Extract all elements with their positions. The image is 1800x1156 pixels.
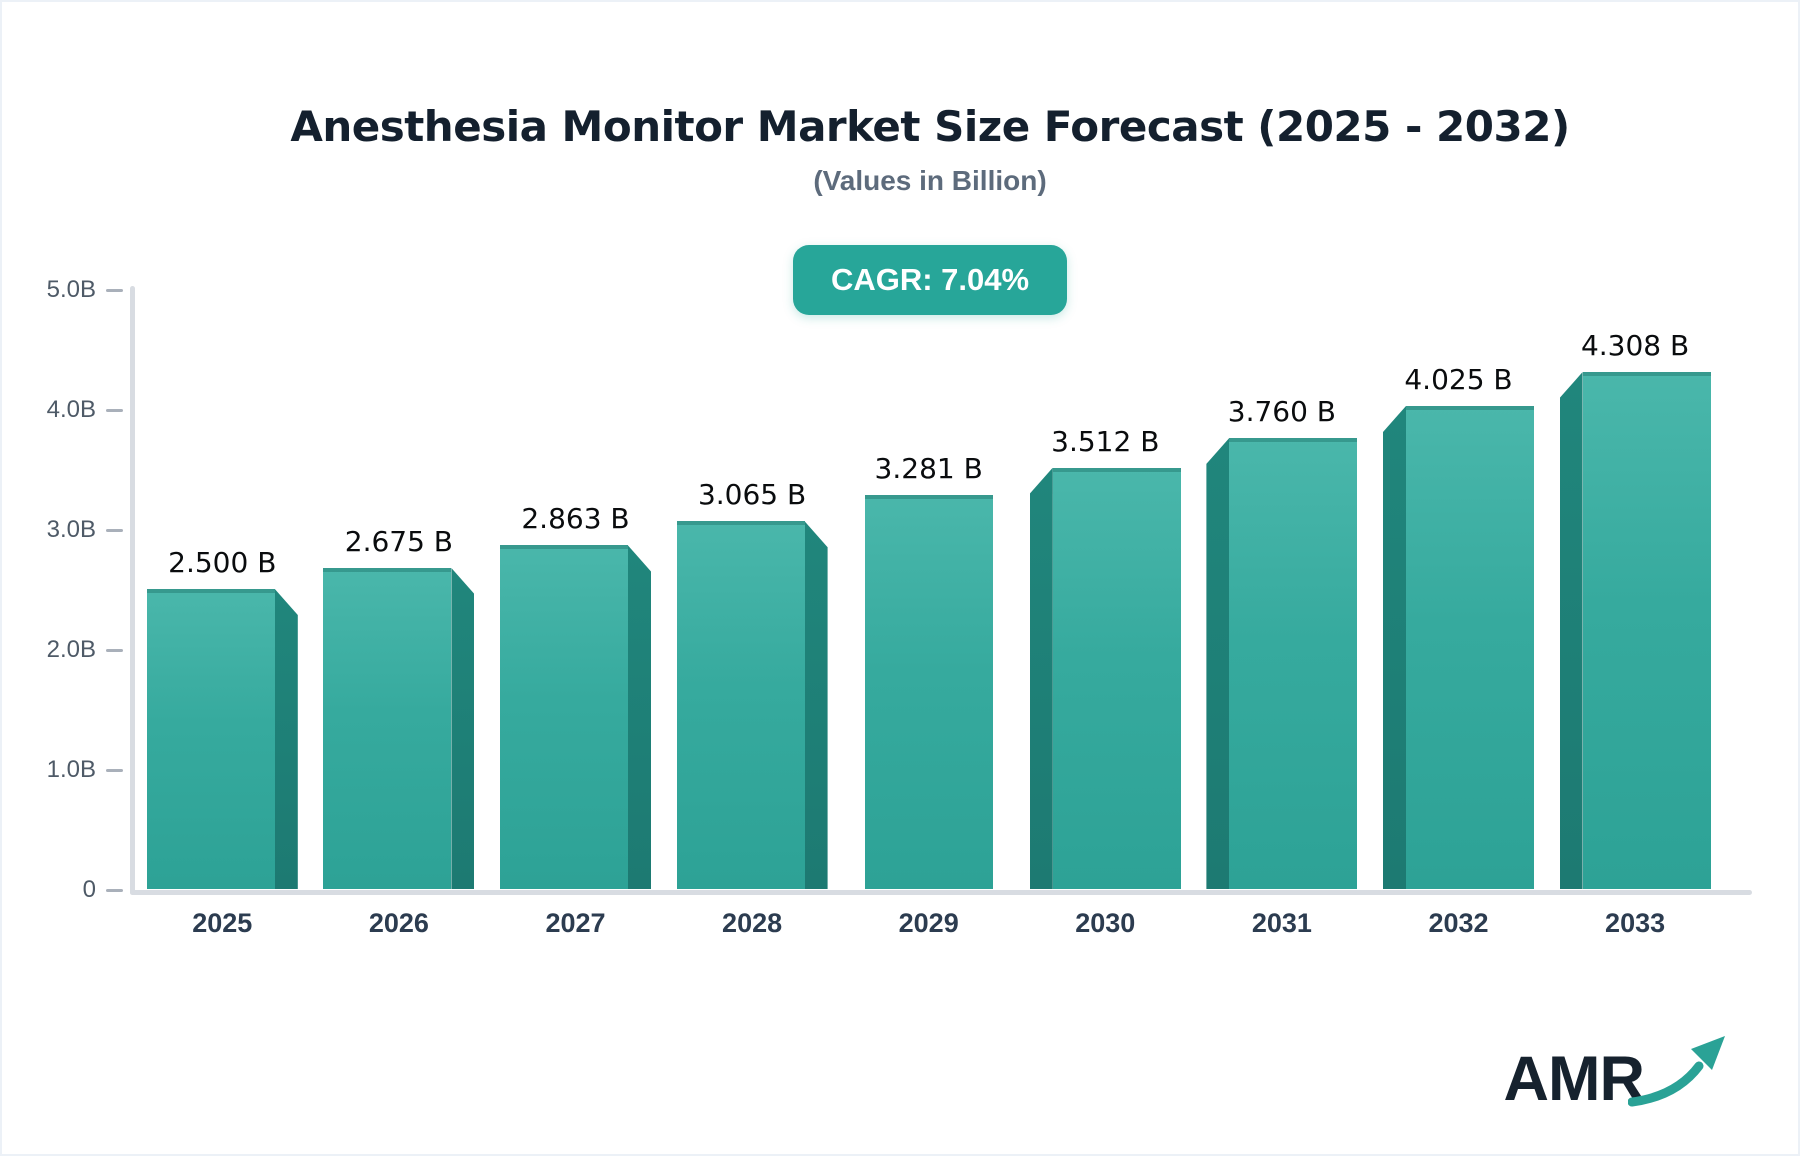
bar-side-shade xyxy=(451,568,475,889)
bar-side-shade xyxy=(628,545,651,889)
y-tick-mark xyxy=(106,528,123,532)
x-tick-label-2030: 2030 xyxy=(1075,908,1136,938)
bar-value-label: 4.308 B xyxy=(1580,329,1690,363)
y-tick-label: 0 xyxy=(82,876,96,903)
bar-value-label: 2.863 B xyxy=(521,502,630,536)
bar-value-label: 3.281 B xyxy=(874,452,983,486)
bar-2026: 2.675 B xyxy=(323,525,475,889)
x-axis-line xyxy=(130,890,1752,895)
y-tick-label: 3.0B xyxy=(46,516,96,543)
y-tick-label: 2.0B xyxy=(46,636,96,663)
x-tick-label-2028: 2028 xyxy=(722,908,783,938)
x-tick-label-2031: 2031 xyxy=(1251,908,1312,938)
bar-value-label: 2.500 B xyxy=(168,546,277,579)
y-tick-mark xyxy=(106,888,123,892)
y-tick-label: 5.0B xyxy=(46,276,96,303)
page-title: Anesthesia Monitor Market Size Forecast … xyxy=(290,102,1570,151)
bar-2030: 3.512 B xyxy=(1029,425,1181,889)
chart-subtitle: (Values in Billion) xyxy=(813,165,1047,196)
bar-face xyxy=(1052,467,1181,889)
bar-face xyxy=(500,545,628,889)
x-tick-label-2026: 2026 xyxy=(368,908,429,938)
bar-2031: 3.760 B xyxy=(1206,395,1358,889)
bar-face xyxy=(146,589,275,889)
y-tick-mark xyxy=(106,768,123,772)
bar-side-shade xyxy=(274,589,298,889)
bar-face xyxy=(1582,372,1711,889)
growth-arrow-icon xyxy=(1628,1036,1725,1107)
bar-2028: 3.065 B xyxy=(676,478,828,889)
bar-value-label: 4.025 B xyxy=(1404,363,1513,396)
x-tick-label-2029: 2029 xyxy=(898,908,959,938)
bar-2025: 2.500 B xyxy=(146,546,298,889)
bar-side-shade xyxy=(804,521,828,889)
y-axis-line xyxy=(130,286,135,895)
y-tick-label: 1.0B xyxy=(46,756,96,783)
bar-face xyxy=(323,568,452,889)
bar-face xyxy=(676,521,805,889)
chart-header: Anesthesia Monitor Market Size Forecast … xyxy=(130,2,1730,315)
bar-value-label: 2.675 B xyxy=(344,525,454,558)
bar-value-label: 3.760 B xyxy=(1227,394,1337,428)
bar-2027: 2.863 B xyxy=(500,502,651,889)
y-tick-mark xyxy=(106,288,123,292)
bar-side-shade xyxy=(1029,467,1053,889)
bar-2033: 4.308 B xyxy=(1559,329,1711,889)
x-tick-label-2027: 2027 xyxy=(545,908,606,938)
x-tick-label-2025: 2025 xyxy=(192,908,253,938)
bar-side-shade xyxy=(1206,437,1230,889)
x-tick-label-2032: 2032 xyxy=(1428,908,1489,938)
y-tick-mark xyxy=(106,408,123,412)
logo-text: AMR xyxy=(1503,1044,1645,1115)
bar-side-shade xyxy=(1559,372,1583,889)
x-tick-label-2033: 2033 xyxy=(1605,908,1666,938)
bar-side-shade xyxy=(1383,406,1406,889)
bar-2029: 3.281 B xyxy=(853,452,1004,889)
bar-face xyxy=(864,495,993,889)
amr-logo: AMR xyxy=(1503,1030,1746,1115)
bar-2032: 4.025 B xyxy=(1383,363,1534,889)
bar-value-label: 3.512 B xyxy=(1051,424,1160,458)
cagr-badge: CAGR: 7.04% xyxy=(792,245,1068,315)
bar-face xyxy=(1229,437,1358,889)
y-tick-mark xyxy=(106,648,123,652)
bar-face xyxy=(1406,406,1534,889)
y-tick-label: 4.0B xyxy=(46,396,96,423)
bar-value-label: 3.065 B xyxy=(697,478,807,512)
